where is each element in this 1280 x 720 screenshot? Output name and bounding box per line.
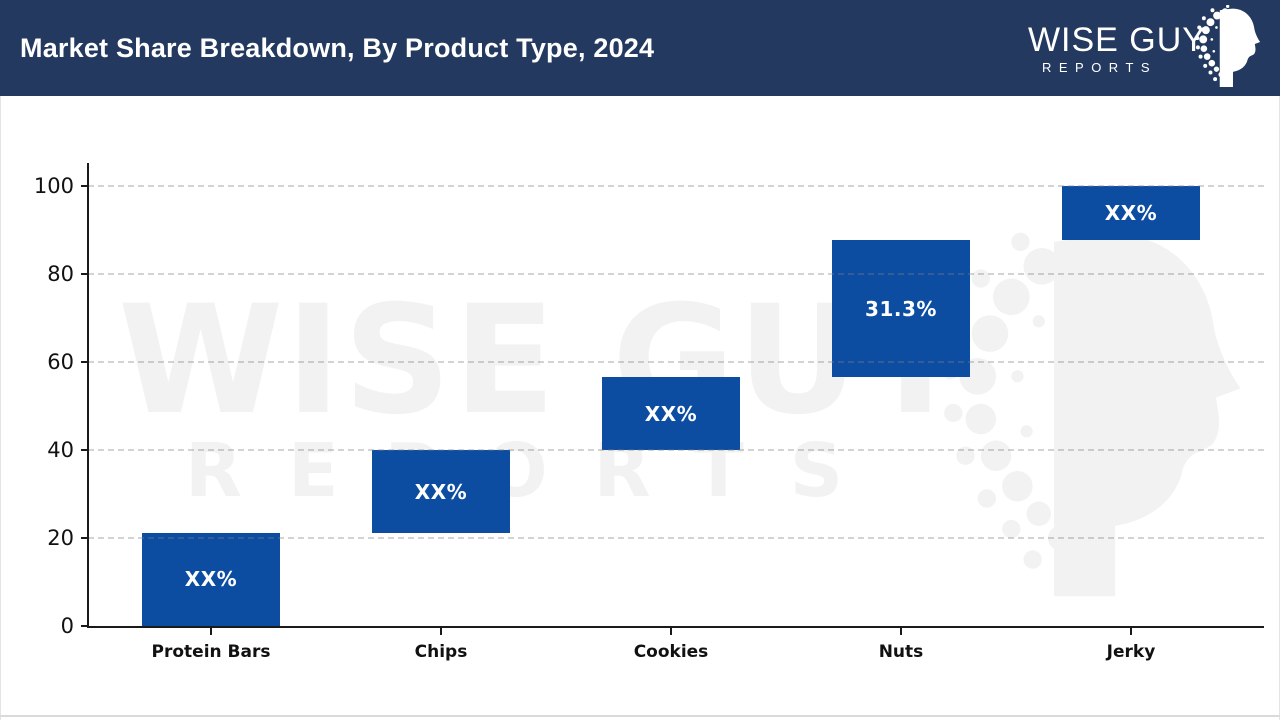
bar-value-label: XX% [184,567,238,592]
y-axis-tick-label: 100 [33,174,74,198]
y-axis-tick [81,449,88,451]
header-banner: Market Share Breakdown, By Product Type,… [0,0,1280,96]
waterfall-bar: XX% [142,532,280,626]
gridline [88,537,1264,539]
chart-title: Market Share Breakdown, By Product Type,… [20,32,655,63]
y-axis-tick [81,537,88,539]
y-axis-tick-label: 80 [47,262,74,286]
bar-value-label: XX% [414,479,468,504]
logo-text: WISE GUY REPORTS [1028,23,1206,74]
x-axis-line [87,626,1264,628]
x-axis-category-label: Jerky [1106,642,1156,662]
gridline [88,449,1264,451]
waterfall-bar: XX% [1062,186,1200,240]
x-axis-tick [1130,628,1132,635]
y-axis-tick [81,273,88,275]
x-axis-category-label: Chips [414,642,468,662]
logo-subtitle: REPORTS [1041,59,1158,75]
logo-wordmark: WISE GUY [1027,20,1206,59]
watermark-subtitle: REPORTS [185,428,890,514]
bar-value-label: XX% [1104,200,1158,225]
y-axis-line [87,163,89,628]
watermark-wordmark: WISE GUY [118,274,972,448]
x-axis-tick [210,628,212,635]
gridline [88,361,1264,363]
waterfall-bar: 31.3% [832,239,970,378]
wise-guy-face-icon [1195,5,1261,88]
gridline [88,273,1264,275]
y-axis-tick [81,361,88,363]
bar-value-label: XX% [644,401,698,426]
bar-value-label: 31.3% [865,296,937,321]
y-axis-tick-label: 0 [60,614,74,638]
y-axis-tick [81,625,88,627]
wise-guy-logo: WISE GUY REPORTS [1028,5,1280,91]
x-axis-tick [440,628,442,635]
y-axis-tick-label: 20 [47,526,74,550]
x-axis-category-label: Cookies [633,642,709,662]
gridline [88,185,1264,187]
bottom-border [0,715,1280,717]
y-axis-tick [81,185,88,187]
waterfall-bar: XX% [602,377,740,451]
x-axis-category-label: Nuts [878,642,924,662]
watermark-face-icon [941,216,1241,597]
waterfall-bar: XX% [372,450,510,533]
y-axis-tick-label: 40 [47,438,74,462]
y-axis-tick-label: 60 [47,350,74,374]
x-axis-category-label: Protein Bars [151,642,271,662]
x-axis-tick [900,628,902,635]
plot-area: WISE GUY REPORTS 0 20 40 60 80 100 XX% Protein … [0,96,1280,720]
x-axis-tick [670,628,672,635]
